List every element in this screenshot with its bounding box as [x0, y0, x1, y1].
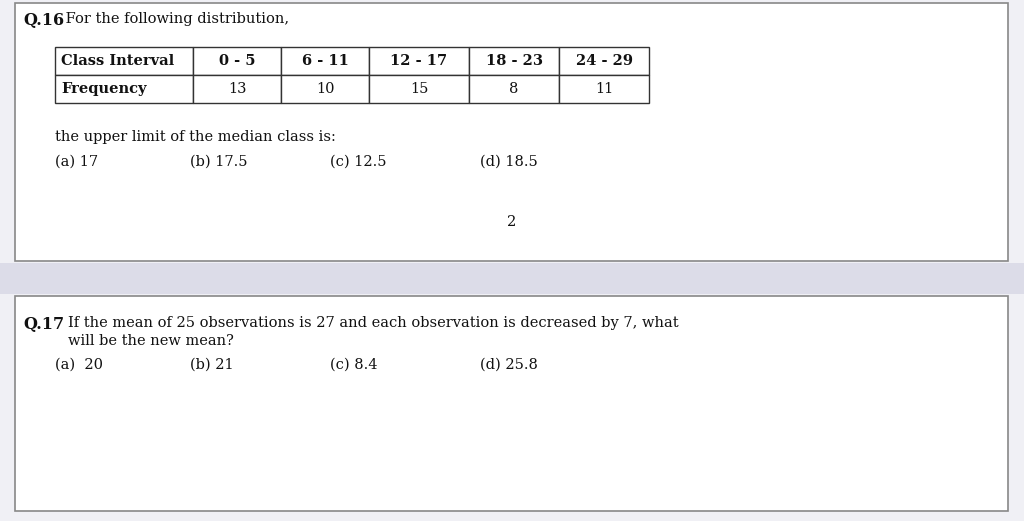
Text: 8: 8 [509, 82, 519, 96]
Text: 24 - 29: 24 - 29 [575, 54, 633, 68]
Bar [193, 47, 281, 75]
Text: 2: 2 [507, 215, 517, 229]
Bar [281, 75, 369, 103]
Text: 10: 10 [315, 82, 334, 96]
Text: (b) 17.5: (b) 17.5 [190, 155, 248, 169]
Text: 15: 15 [410, 82, 428, 96]
Bar [469, 47, 559, 75]
Text: 13: 13 [227, 82, 246, 96]
Text: 18 - 23: 18 - 23 [485, 54, 543, 68]
Text: (a)  20: (a) 20 [55, 358, 103, 372]
Bar [469, 75, 559, 103]
Bar [15, 3, 1008, 261]
Bar [369, 75, 469, 103]
Bar [559, 75, 649, 103]
Text: (d) 18.5: (d) 18.5 [480, 155, 538, 169]
Text: For the following distribution,: For the following distribution, [61, 12, 289, 26]
Bar [281, 47, 369, 75]
Text: will be the new mean?: will be the new mean? [68, 334, 233, 348]
Bar [15, 296, 1008, 511]
Text: (a) 17: (a) 17 [55, 155, 98, 169]
Text: (b) 21: (b) 21 [190, 358, 233, 372]
Text: (d) 25.8: (d) 25.8 [480, 358, 538, 372]
Text: (c) 8.4: (c) 8.4 [330, 358, 378, 372]
Text: Frequency: Frequency [61, 82, 146, 96]
Text: If the mean of 25 observations is 27 and each observation is decreased by 7, wha: If the mean of 25 observations is 27 and… [68, 316, 679, 330]
Text: 12 - 17: 12 - 17 [390, 54, 447, 68]
Text: the upper limit of the median class is:: the upper limit of the median class is: [55, 130, 336, 144]
Text: 6 - 11: 6 - 11 [301, 54, 348, 68]
Bar [369, 47, 469, 75]
Bar [55, 47, 193, 75]
Bar [0, 263, 1024, 294]
Text: 0 - 5: 0 - 5 [219, 54, 255, 68]
Text: Class Interval: Class Interval [61, 54, 174, 68]
Text: 11: 11 [595, 82, 613, 96]
Bar [559, 47, 649, 75]
Text: Q.17: Q.17 [23, 316, 65, 333]
Bar [193, 75, 281, 103]
Bar [55, 75, 193, 103]
Text: Q.16: Q.16 [23, 12, 65, 29]
Text: (c) 12.5: (c) 12.5 [330, 155, 386, 169]
